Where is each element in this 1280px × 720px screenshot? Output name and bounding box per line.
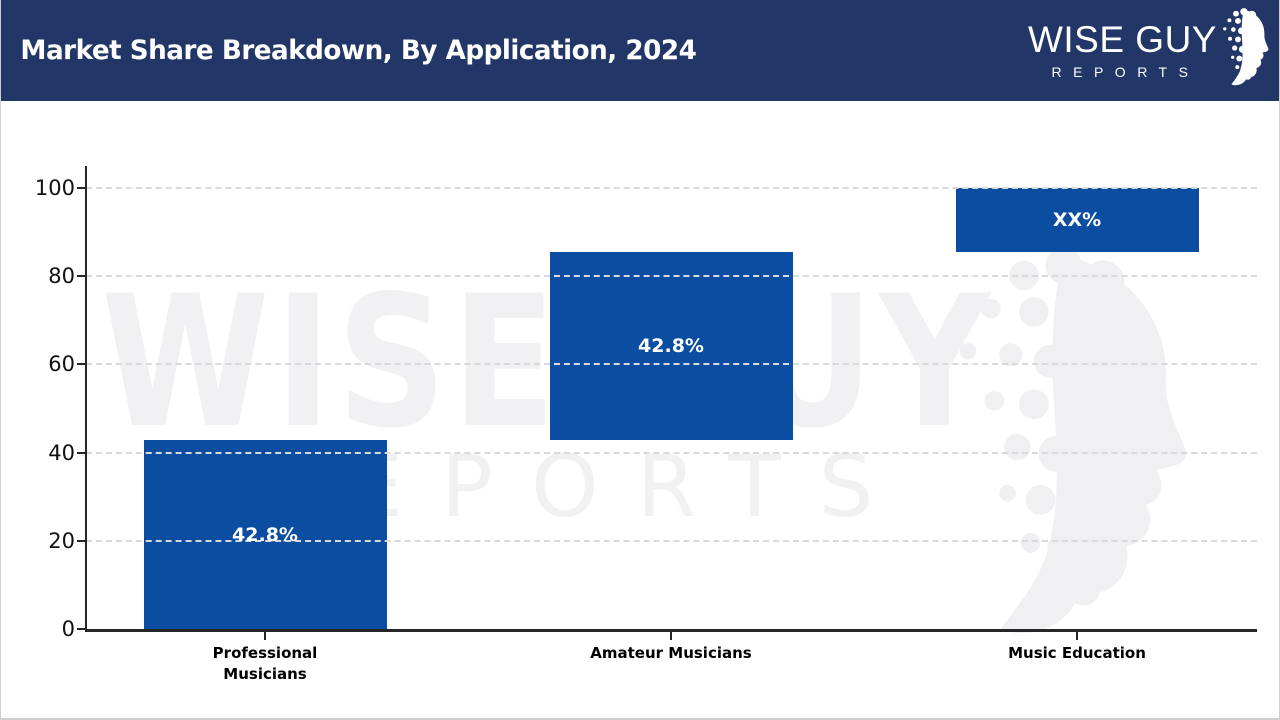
y-tick-label-60: 60 bbox=[48, 352, 75, 377]
y-tick-label-40: 40 bbox=[48, 440, 75, 465]
chart-plot-area: WISE GUY REPORTS 0 20 40 60 80 100 42.8% 42.8% X… bbox=[1, 101, 1279, 718]
gridline-40 bbox=[86, 451, 1257, 454]
y-tick-mark-100 bbox=[77, 187, 86, 189]
y-tick-label-100: 100 bbox=[34, 176, 75, 200]
gridline-100 bbox=[86, 187, 1257, 189]
bar-music-education bbox=[955, 188, 1199, 252]
bar-value-label-amateur-musicians: 42.8% bbox=[638, 334, 704, 357]
bar-professional-musicians bbox=[143, 440, 387, 629]
y-tick-mark-0 bbox=[77, 628, 86, 630]
page-title: Market Share Breakdown, By Application, … bbox=[20, 35, 697, 66]
y-tick-mark-20 bbox=[77, 539, 86, 542]
gridline-80 bbox=[86, 275, 1257, 278]
y-tick-mark-80 bbox=[77, 275, 86, 278]
header-bar: Market Share Breakdown, By Application, … bbox=[1, 0, 1279, 101]
y-axis-line bbox=[85, 166, 87, 632]
gridline-60 bbox=[86, 363, 1257, 366]
wiseguy-face-icon bbox=[1223, 8, 1269, 86]
x-category-label-amateur-musicians: Amateur Musicians bbox=[590, 644, 752, 662]
x-tick-mark-professional-musicians bbox=[264, 632, 266, 640]
watermark-wordmark: WISE GUY bbox=[101, 256, 995, 468]
logo-subtitle: REPORTS bbox=[1051, 63, 1200, 80]
x-category-label-music-education: Music Education bbox=[1008, 644, 1146, 662]
watermark-face-icon bbox=[959, 247, 1187, 634]
y-tick-label-0: 0 bbox=[61, 617, 75, 641]
gridline-20 bbox=[86, 539, 1257, 542]
bar-amateur-musicians bbox=[549, 251, 793, 441]
y-tick-mark-40 bbox=[77, 451, 86, 454]
y-tick-mark-60 bbox=[77, 363, 86, 366]
bar-value-label-professional-musicians: 42.8% bbox=[232, 523, 298, 546]
y-tick-label-20: 20 bbox=[48, 528, 75, 553]
x-tick-mark-amateur-musicians bbox=[670, 632, 672, 640]
logo-text: WISE GUY REPORTS bbox=[1028, 19, 1217, 80]
logo-wordmark: WISE GUY bbox=[1027, 18, 1217, 60]
bar-value-label-music-education: XX% bbox=[1052, 208, 1102, 231]
x-category-label-professional-musicians: Professional Musicians bbox=[212, 644, 318, 683]
x-axis-line bbox=[85, 629, 1257, 632]
x-tick-mark-music-education bbox=[1076, 632, 1078, 640]
wiseguy-logo: WISE GUY REPORTS bbox=[1028, 5, 1269, 93]
y-tick-label-80: 80 bbox=[48, 264, 75, 289]
